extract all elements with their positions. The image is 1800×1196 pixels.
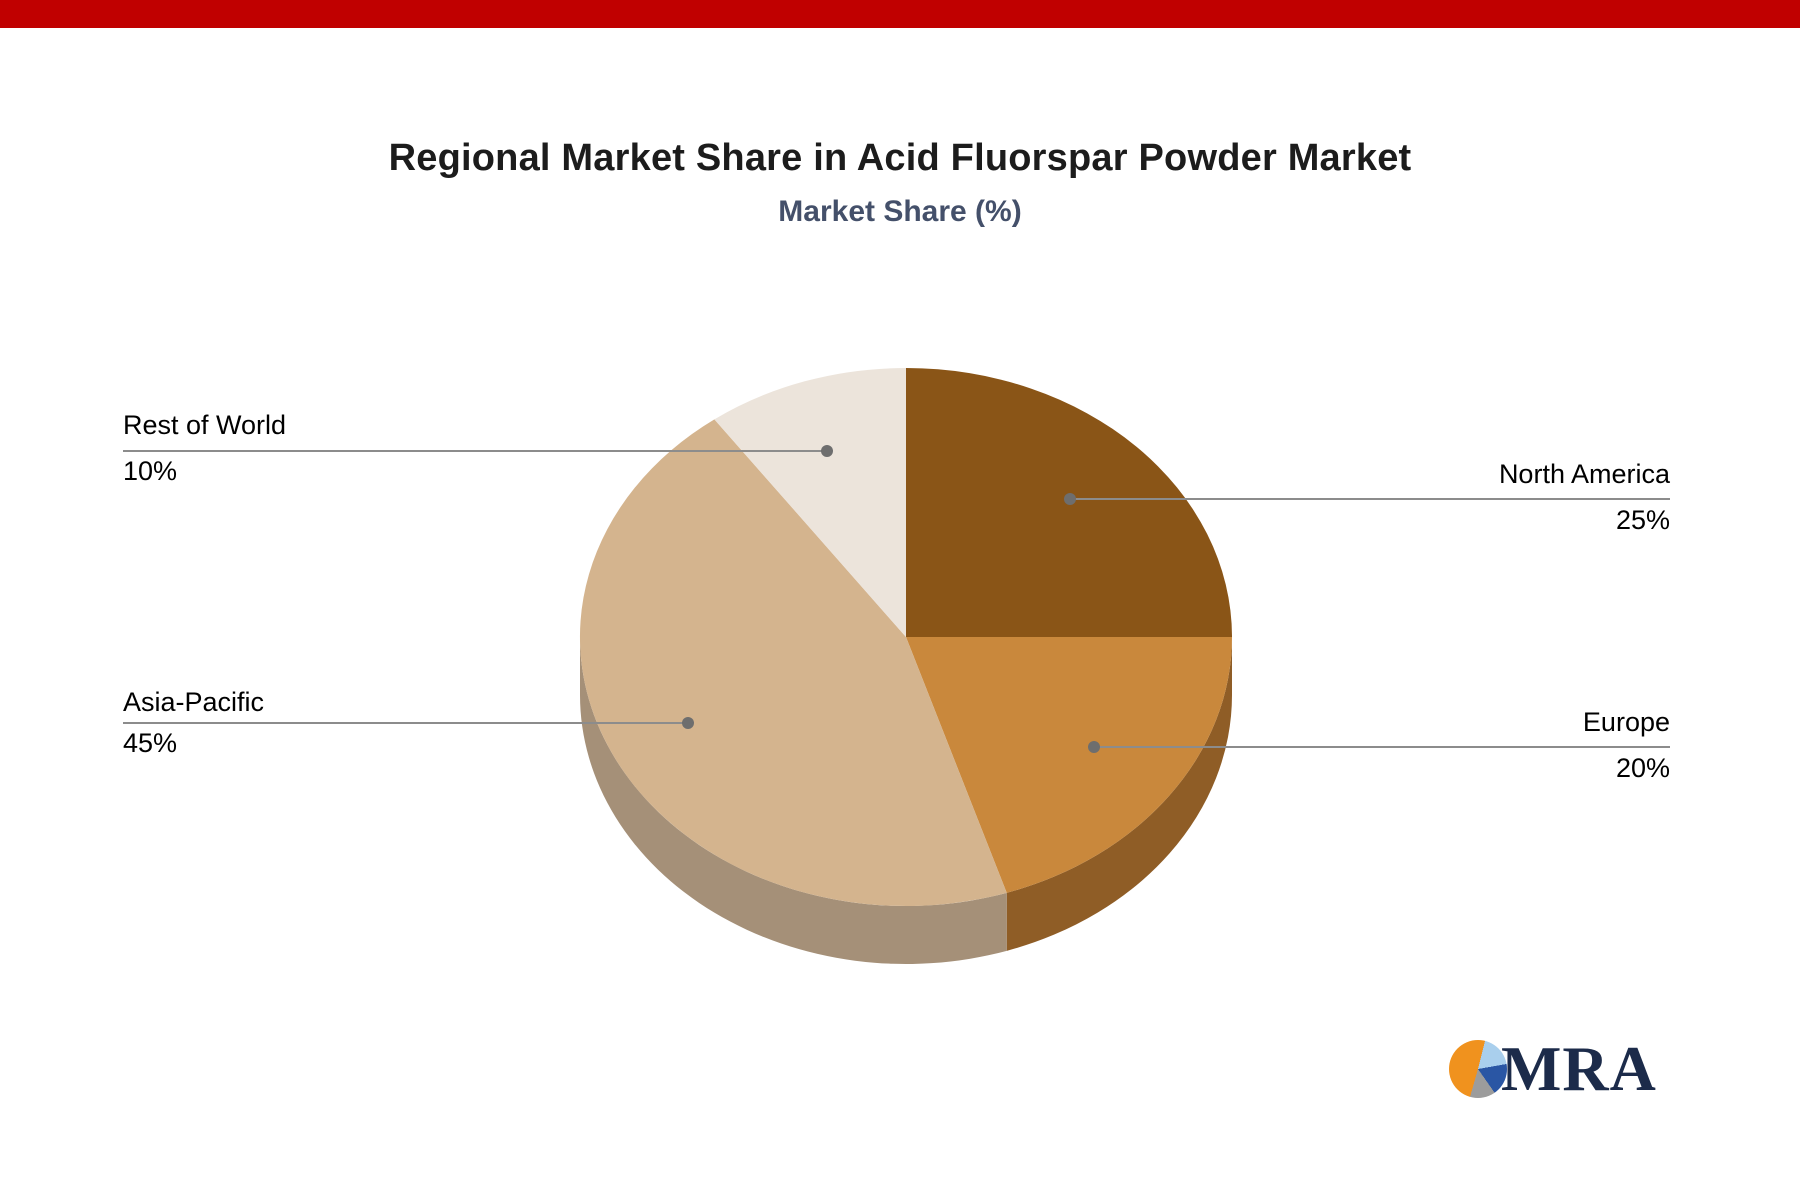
pie-side-europe xyxy=(1006,637,1232,951)
pie-side-asia-pacific xyxy=(580,637,1007,965)
label-north-america: North America xyxy=(1498,459,1670,489)
top-accent-bar xyxy=(0,0,1800,28)
callout-dots xyxy=(682,445,1100,753)
value-europe: 20% xyxy=(1615,753,1670,783)
callout-lines xyxy=(123,450,1670,748)
leader-dot-asia-pacific xyxy=(682,717,694,729)
pie-slice-europe[interactable] xyxy=(906,637,1232,893)
chart-subtitle: Market Share (%) xyxy=(778,195,1022,228)
brand-logo: MRA xyxy=(1449,1033,1657,1104)
pie-slice-rest-of-world[interactable] xyxy=(714,368,906,637)
value-asia-pacific: 45% xyxy=(123,728,178,758)
pie-slice-asia-pacific[interactable] xyxy=(579,419,1007,907)
value-rest-of-world: 10% xyxy=(123,456,178,486)
logo-pie-icon xyxy=(1449,1040,1507,1098)
label-rest-of-world: Rest of World xyxy=(123,410,287,440)
leader-dot-europe xyxy=(1088,741,1100,753)
leader-dot-north-america xyxy=(1064,493,1076,505)
chart-title: Regional Market Share in Acid Fluorspar … xyxy=(388,137,1412,179)
value-north-america: 25% xyxy=(1615,505,1670,535)
label-europe: Europe xyxy=(1582,707,1670,737)
label-asia-pacific: Asia-Pacific xyxy=(123,687,265,717)
leader-dot-rest-of-world xyxy=(821,445,833,457)
logo-text: MRA xyxy=(1501,1033,1657,1104)
